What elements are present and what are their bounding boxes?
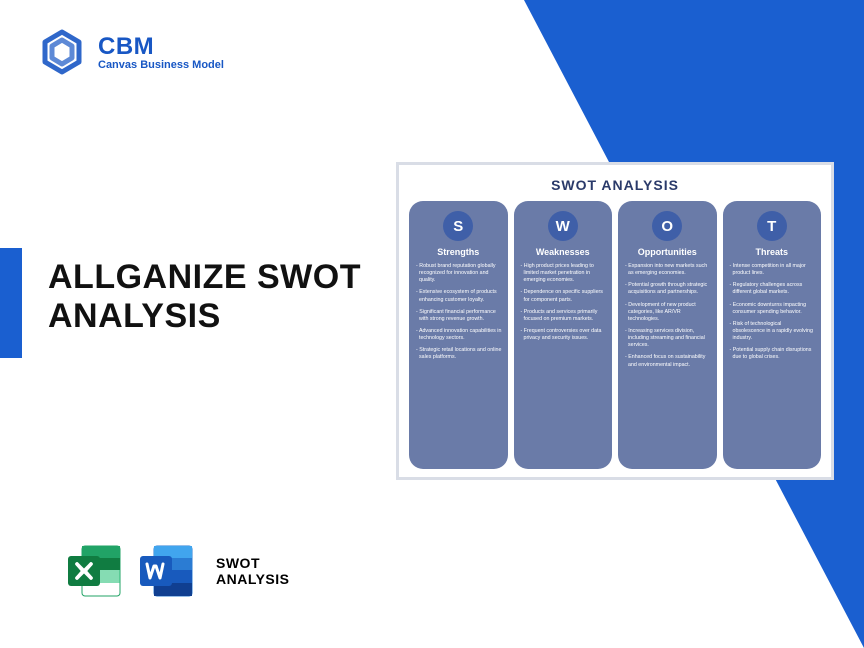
accent-bar bbox=[0, 248, 22, 358]
file-format-row: SWOT ANALYSIS bbox=[64, 540, 290, 602]
swot-panel: SWOT ANALYSIS S Strengths Robust brand r… bbox=[396, 162, 834, 480]
swot-item: Regulatory challenges across different g… bbox=[729, 282, 816, 296]
swot-item: Significant financial performance with s… bbox=[415, 309, 502, 323]
swot-items: High product prices leading to limited m… bbox=[520, 263, 607, 347]
swot-item: Potential growth through strategic acqui… bbox=[624, 282, 711, 296]
swot-item: Products and services primarily focused … bbox=[520, 309, 607, 323]
swot-letter: O bbox=[652, 211, 682, 241]
logo-title: CBM bbox=[98, 33, 224, 61]
swot-heading: Strengths bbox=[437, 247, 479, 257]
swot-items: Intense competition in all major product… bbox=[729, 263, 816, 367]
swot-items: Expansion into new markets such as emerg… bbox=[624, 263, 711, 374]
swot-item: Dependence on specific suppliers for com… bbox=[520, 289, 607, 303]
page-title: ALLGANIZE SWOT ANALYSIS bbox=[48, 258, 408, 336]
excel-icon bbox=[64, 540, 126, 602]
swot-heading: Threats bbox=[755, 247, 788, 257]
swot-col-opportunities: O Opportunities Expansion into new marke… bbox=[618, 201, 717, 469]
swot-letter: W bbox=[548, 211, 578, 241]
swot-item: Economic downturns impacting consumer sp… bbox=[729, 302, 816, 316]
logo: CBM Canvas Business Model bbox=[38, 28, 224, 76]
swot-item: High product prices leading to limited m… bbox=[520, 263, 607, 284]
swot-letter: S bbox=[443, 211, 473, 241]
word-icon bbox=[136, 540, 198, 602]
swot-item: Strategic retail locations and online sa… bbox=[415, 347, 502, 361]
swot-item: Increasing services division, including … bbox=[624, 328, 711, 349]
file-format-label: SWOT ANALYSIS bbox=[216, 555, 290, 587]
swot-col-threats: T Threats Intense competition in all maj… bbox=[723, 201, 822, 469]
swot-grid: S Strengths Robust brand reputation glob… bbox=[409, 201, 821, 469]
swot-letter: T bbox=[757, 211, 787, 241]
swot-item: Expansion into new markets such as emerg… bbox=[624, 263, 711, 277]
logo-subtitle: Canvas Business Model bbox=[98, 59, 224, 71]
swot-heading: Weaknesses bbox=[536, 247, 590, 257]
swot-item: Robust brand reputation globally recogni… bbox=[415, 263, 502, 284]
cbm-logo-icon bbox=[38, 28, 86, 76]
swot-heading: Opportunities bbox=[638, 247, 697, 257]
swot-panel-title: SWOT ANALYSIS bbox=[409, 177, 821, 193]
swot-item: Intense competition in all major product… bbox=[729, 263, 816, 277]
swot-item: Extensive ecosystem of products enhancin… bbox=[415, 289, 502, 303]
swot-items: Robust brand reputation globally recogni… bbox=[415, 263, 502, 367]
swot-item: Enhanced focus on sustainability and env… bbox=[624, 354, 711, 368]
swot-item: Potential supply chain disruptions due t… bbox=[729, 347, 816, 361]
swot-col-weaknesses: W Weaknesses High product prices leading… bbox=[514, 201, 613, 469]
swot-col-strengths: S Strengths Robust brand reputation glob… bbox=[409, 201, 508, 469]
swot-item: Advanced innovation capabilities in tech… bbox=[415, 328, 502, 342]
swot-item: Development of new product categories, l… bbox=[624, 302, 711, 323]
swot-item: Frequent controversies over data privacy… bbox=[520, 328, 607, 342]
swot-item: Risk of technological obsolescence in a … bbox=[729, 321, 816, 342]
